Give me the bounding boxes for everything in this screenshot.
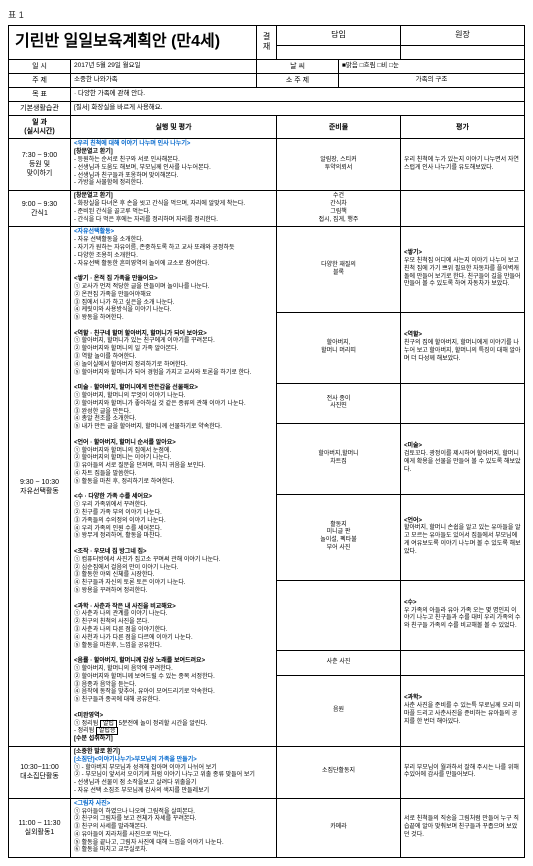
habit-value: [질서] 화장실을 바르게 사용해요. (71, 102, 525, 116)
materials-cell: 사춘 사진 (277, 651, 401, 676)
time-cell: 10:30~11:00 대소집단활동 (9, 746, 71, 798)
table-label: 표 1 (8, 8, 525, 21)
materials-cell: 소집단활동지 (277, 746, 401, 798)
goal-label: 목 표 (9, 87, 71, 101)
page-title: 기린반 일일보육계획안 (만4세) (9, 26, 257, 60)
eval-cell: <쌓기>우모 친척집 어디에 사는지 이야기 나누어 보고 친척 집에 가기 쁘… (401, 227, 525, 313)
materials-cell: 알림장, 스티커 투약의뢰서 (277, 139, 401, 191)
materials-cell: 음원 (277, 676, 401, 747)
materials-cell: 전사 종이 사진띤 (277, 383, 401, 423)
damim-label: 담임 (277, 26, 401, 46)
content-cell: <우리 친척에 대해 이야기 나누며 인사 나누기>[창문열고 환기]- 등원하… (71, 139, 277, 191)
eval-cell: <언어>할아버지, 할머니 손쉽을 알고 있는 유아들을 알고 모르는 유아들도… (401, 494, 525, 580)
materials-cell: 카메라 (277, 798, 401, 858)
topic-value: 소중한 나와가족 (71, 73, 257, 87)
eval-cell (401, 651, 525, 676)
materials-cell: 다양한 재질의 블록 (277, 227, 401, 313)
plan-table: 기린반 일일보육계획안 (만4세) 결재 담임 원장 일 시 2017년 5월 … (8, 25, 525, 858)
time-cell: 9:00 ~ 9:30 간식1 (9, 191, 71, 227)
time-cell: 9:30 ~ 10:30 자유선택활동 (9, 227, 71, 747)
wonjang-label: 원장 (401, 26, 525, 46)
materials-cell: 할아버지,할머니 차트집 (277, 424, 401, 495)
damim-sign (277, 45, 401, 59)
eval-cell: <역할>친구의 집에 할아버지, 할머니에게 이야기를 나누어 보고 할아버지,… (401, 313, 525, 384)
content-cell: [창문열고 환기]- 화장실을 다녀온 후 손을 씻고 간식을 먹으며, 자리에… (71, 191, 277, 227)
eval-cell: 우리 친척에 누가 있는지 이야기 나누면서 자연스럽게 인사 나누기를 유도해… (401, 139, 525, 191)
gyeoljae-label: 결재 (257, 26, 277, 60)
topic-label: 주 제 (9, 73, 71, 87)
eval-cell (401, 383, 525, 423)
eval-cell (401, 191, 525, 227)
time-cell: 11:00 ~ 11:30 실외활동1 (9, 798, 71, 858)
time-cell: 7:30 ~ 9:00 등원 및 맞이하기 (9, 139, 71, 191)
eval-cell: <수>우 가족의 아들라 유아 가족 오는 몇 명인지 이야기 나누고 친구들과… (401, 580, 525, 651)
materials-cell: 할아버지, 할머니 머리띠 (277, 313, 401, 384)
th-content: 실행 및 평가 (71, 116, 277, 139)
eval-cell: <과학>사춘 사진을 준비를 수 있는특 부로님께 오리 미마플 드리고 사춘사… (401, 676, 525, 747)
th-eval: 평가 (401, 116, 525, 139)
content-cell: <자유선택활동>- 자유 선택활동을 소개한다.- 자기가 원하는 자유이름, … (71, 227, 277, 747)
materials-cell: 활동지 미니글 판 놀이설, 펙타불 부어 사진 (277, 494, 401, 580)
content-cell: [소중한 발로 환기][소짐단]<이야기나누기>부모님의 가족을 만들기>① -… (71, 746, 277, 798)
eval-cell: <미술>검토꼬다. 광정이를 제시하여 할아버지, 할머니에게 확용을 선물을 … (401, 424, 525, 495)
habit-label: 기본생활습관 (9, 102, 71, 116)
eval-cell: 서로 친척들의 직송을 그림처럼 만들어 누구 직습끝에 알아 맞춰보며 친구들… (401, 798, 525, 858)
subtopic-label: 소 주 제 (257, 73, 339, 87)
goal-value: · 다양한 가족에 관해 안다. (71, 87, 525, 101)
materials-cell: 수건 간식차 그림책 접시, 집게, 행주 (277, 191, 401, 227)
date-label: 일 시 (9, 59, 71, 73)
eval-cell: 부리 부모님이 월과하서 잘해 주시는 나를 위해 수있어에 감사를 만들어보다… (401, 746, 525, 798)
content-cell: <그림자 사진>① 유아들이 하였으나 나오며 그림적을 살피본다.② 친구의 … (71, 798, 277, 858)
th-materials: 준비물 (277, 116, 401, 139)
wonjang-sign (401, 45, 525, 59)
subtopic-value: 가족의 구조 (339, 73, 525, 87)
weather-value: ■맑음 □흐림 □비 □눈 (339, 59, 525, 73)
date-value: 2017년 5월 29일 월요일 (71, 59, 257, 73)
materials-cell (277, 580, 401, 651)
th-time: 일 과 (실시시간) (9, 116, 71, 139)
weather-label: 날 씨 (257, 59, 339, 73)
